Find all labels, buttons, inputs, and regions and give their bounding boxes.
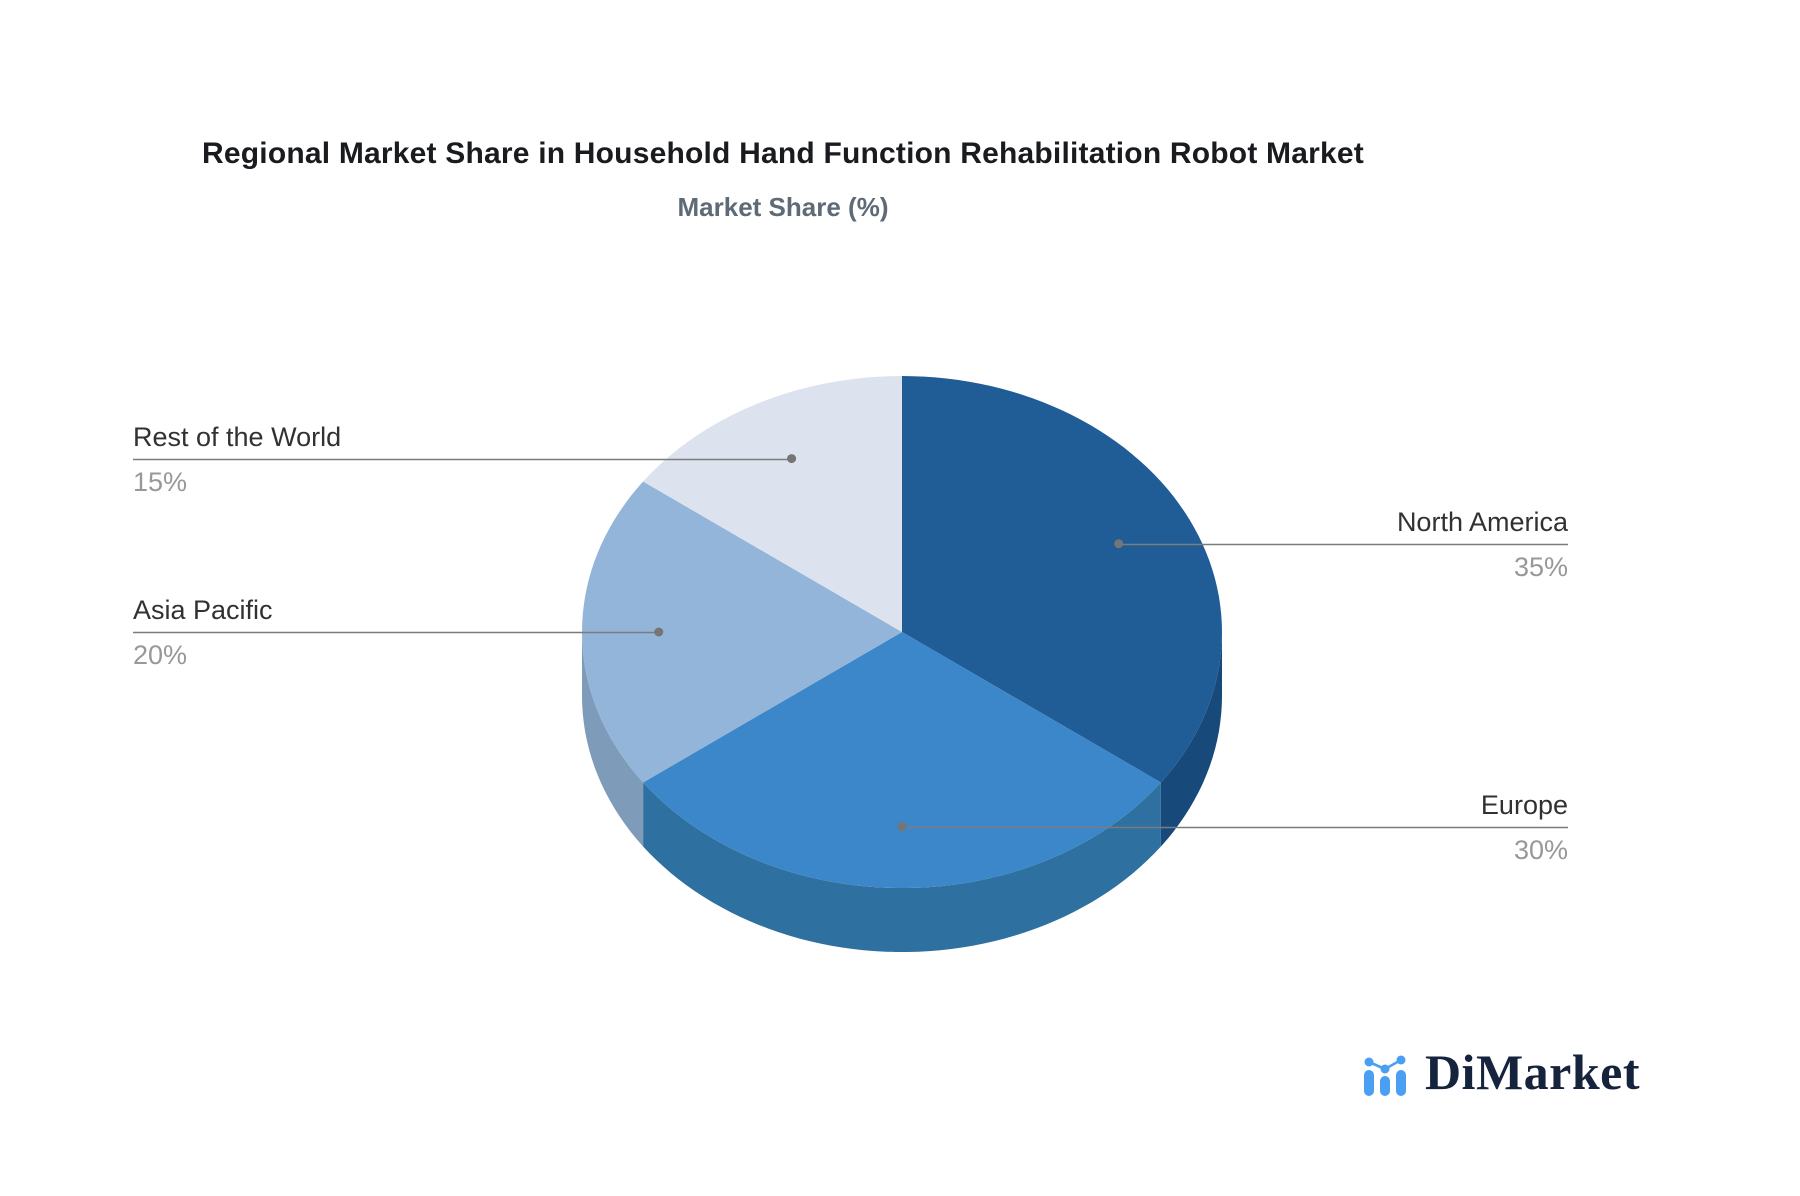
pie-slice-side-asia-pacific — [582, 632, 644, 847]
callout-label: Europe — [1480, 790, 1568, 820]
pie-slice-asia-pacific[interactable] — [582, 481, 902, 783]
pie-slice-side-europe — [643, 782, 1161, 952]
pie-slice-europe[interactable] — [643, 632, 1161, 888]
callout-rest-of-the-world: Rest of the World 15% — [133, 421, 613, 497]
callout-value: 35% — [1513, 552, 1568, 582]
bar-chart-logo-icon — [1363, 1055, 1406, 1096]
chart-subtitle: Market Share (%) — [677, 192, 889, 222]
callout-label: Asia Pacific — [133, 595, 273, 625]
callout-value: 30% — [1513, 835, 1568, 865]
chart-title-block: Regional Market Share in Household Hand … — [0, 136, 1566, 222]
callout-europe: Europe 30% — [1088, 789, 1568, 865]
pie-slice-north-america[interactable] — [902, 376, 1222, 783]
pie-slice-rest-of-the-world[interactable] — [643, 376, 902, 632]
callout-label: North America — [1396, 507, 1568, 537]
leader-dot-asia-pacific — [654, 627, 664, 637]
callout-value: 20% — [133, 640, 188, 670]
logo-text: DiMarket — [1424, 1044, 1640, 1100]
pie-slice-side-north-america — [1160, 632, 1222, 847]
callout-asia-pacific: Asia Pacific 20% — [133, 594, 613, 670]
callout-label: Rest of the World — [133, 422, 342, 452]
dimarket-logo: DiMarket — [1363, 1044, 1640, 1100]
leader-dot-north-america — [1114, 539, 1124, 549]
leader-dot-rest-of-the-world — [787, 454, 797, 464]
leader-dot-europe — [897, 822, 907, 832]
chart-title: Regional Market Share in Household Hand … — [202, 137, 1364, 170]
callout-north-america: North America 35% — [1088, 506, 1568, 582]
callout-value: 15% — [133, 467, 188, 497]
